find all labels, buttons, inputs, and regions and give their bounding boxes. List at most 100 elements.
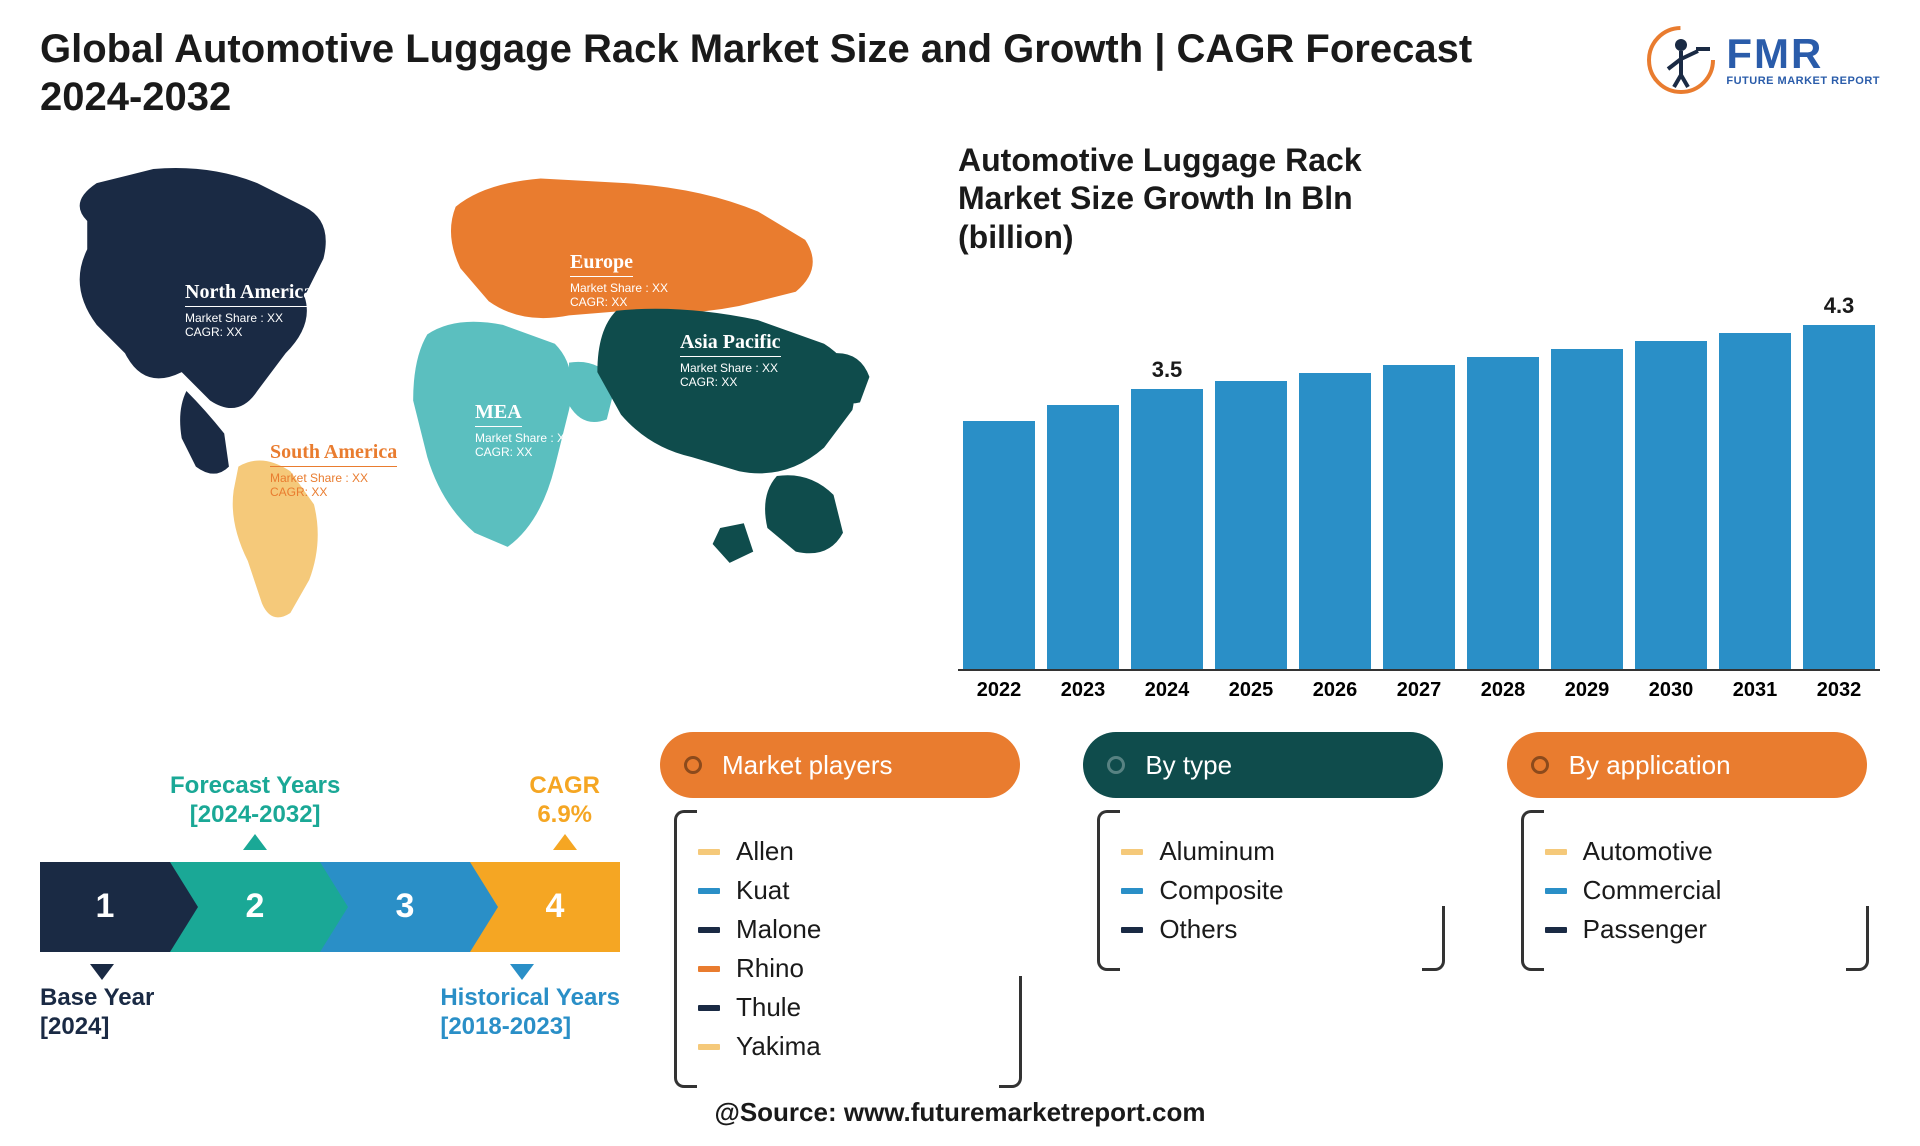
region-label-mea: MEAMarket Share : XXCAGR: XX xyxy=(475,401,573,459)
bar-xlabel: 2025 xyxy=(1215,679,1287,702)
list-item: Commercial xyxy=(1545,875,1851,906)
arrow-up-icon xyxy=(243,834,267,850)
bottom-row: Forecast Years [2024-2032] CAGR 6.9% 1 2… xyxy=(40,732,1880,1082)
list-item-label: Malone xyxy=(736,914,821,945)
bar-xlabel: 2024 xyxy=(1131,679,1203,702)
bullet-icon xyxy=(698,927,720,933)
list-item-label: Allen xyxy=(736,836,794,867)
historical-label: Historical Years [2018-2023] xyxy=(440,960,620,1042)
top-row: North AmericaMarket Share : XXCAGR: XX So… xyxy=(40,141,1880,702)
cagr-label: CAGR 6.9% xyxy=(529,772,600,854)
bullet-icon xyxy=(1121,849,1143,855)
bar-2022 xyxy=(963,391,1035,669)
bracket-list: Aluminum Composite Others xyxy=(1091,816,1451,965)
fmr-logo-icon xyxy=(1646,25,1716,95)
pill-dot-icon xyxy=(1531,756,1549,774)
region-label-south-america: South AmericaMarket Share : XXCAGR: XX xyxy=(270,441,397,499)
bullet-icon xyxy=(698,966,720,972)
timeline-strip: 1 2 3 4 xyxy=(40,862,620,952)
chart-title: Automotive Luggage Rack Market Size Grow… xyxy=(958,141,1458,256)
bullet-icon xyxy=(1545,849,1567,855)
info-column-2: By applicationAutomotiveCommercialPassen… xyxy=(1507,732,1880,1082)
region-label-north-america: North AmericaMarket Share : XXCAGR: XX xyxy=(185,281,313,339)
pill-title: By application xyxy=(1569,750,1731,781)
arrow-up-icon xyxy=(553,834,577,850)
bullet-icon xyxy=(698,1044,720,1050)
logo-text: FMR FUTURE MARKET REPORT xyxy=(1726,33,1880,87)
bar-2029 xyxy=(1551,319,1623,669)
bullet-icon xyxy=(698,888,720,894)
bar-2031 xyxy=(1719,303,1791,669)
source-footer: @Source: www.futuremarketreport.com xyxy=(0,1097,1920,1128)
bar-xlabel: 2023 xyxy=(1047,679,1119,702)
bar-rect xyxy=(963,421,1035,669)
list-item-label: Automotive xyxy=(1583,836,1713,867)
list-item-label: Yakima xyxy=(736,1031,821,1062)
list-item-label: Thule xyxy=(736,992,801,1023)
bullet-icon xyxy=(698,1005,720,1011)
historical-range: [2018-2023] xyxy=(440,1013,571,1040)
arrow-down-icon xyxy=(90,964,114,980)
cagr-value: 6.9% xyxy=(537,801,592,828)
list-item: Thule xyxy=(698,992,1004,1023)
bar-2032: 4.3 xyxy=(1803,293,1875,669)
list-item: Automotive xyxy=(1545,836,1851,867)
list-item: Others xyxy=(1121,914,1427,945)
bar-2027 xyxy=(1383,335,1455,669)
logo: FMR FUTURE MARKET REPORT xyxy=(1646,25,1880,95)
list-item-label: Composite xyxy=(1159,875,1283,906)
bar-chart: 3.5 4.3 xyxy=(958,271,1880,671)
list-item-label: Aluminum xyxy=(1159,836,1275,867)
bar-rect xyxy=(1467,357,1539,669)
header: Global Automotive Luggage Rack Market Si… xyxy=(40,25,1880,121)
list-item: Aluminum xyxy=(1121,836,1427,867)
logo-sub-text: FUTURE MARKET REPORT xyxy=(1726,75,1880,87)
bar-rect xyxy=(1047,405,1119,669)
list-item-label: Rhino xyxy=(736,953,804,984)
region-label-asia-pacific: Asia PacificMarket Share : XXCAGR: XX xyxy=(680,331,781,389)
info-column-1: By type Aluminum Composite Others xyxy=(1083,732,1456,1082)
bar-rect xyxy=(1383,365,1455,669)
cagr-label-text: CAGR xyxy=(529,772,600,799)
list-item: Kuat xyxy=(698,875,1004,906)
bullet-icon xyxy=(698,849,720,855)
list-item: Composite xyxy=(1121,875,1427,906)
bullet-icon xyxy=(1545,888,1567,894)
base-year-text: Base Year xyxy=(40,984,154,1011)
pill-dot-icon xyxy=(684,756,702,774)
bar-value-label: 3.5 xyxy=(1152,357,1183,383)
forecast-range: [2024-2032] xyxy=(190,801,321,828)
base-year-label: Base Year [2024] xyxy=(40,960,154,1042)
pill-header: By type xyxy=(1083,732,1443,798)
bullet-icon xyxy=(1545,927,1567,933)
bar-rect xyxy=(1803,325,1875,669)
bar-xlabel: 2026 xyxy=(1299,679,1371,702)
list-item: Yakima xyxy=(698,1031,1004,1062)
logo-fmr-text: FMR xyxy=(1726,33,1880,75)
bar-xlabel: 2027 xyxy=(1383,679,1455,702)
page-title: Global Automotive Luggage Rack Market Si… xyxy=(40,25,1540,121)
list-item: Allen xyxy=(698,836,1004,867)
list-item-label: Others xyxy=(1159,914,1237,945)
bar-2028 xyxy=(1467,327,1539,669)
bar-rect xyxy=(1131,389,1203,669)
world-map: North AmericaMarket Share : XXCAGR: XX So… xyxy=(40,141,928,641)
forecast-label: Forecast Years [2024-2032] xyxy=(170,772,340,854)
bar-value-label: 4.3 xyxy=(1824,293,1855,319)
bar-chart-section: Automotive Luggage Rack Market Size Grow… xyxy=(958,141,1880,702)
pill-title: By type xyxy=(1145,750,1232,781)
map-svg xyxy=(40,141,928,641)
bullet-icon xyxy=(1121,927,1143,933)
bracket-list: AutomotiveCommercialPassenger xyxy=(1515,816,1875,965)
pill-title: Market players xyxy=(722,750,893,781)
bar-2025 xyxy=(1215,351,1287,669)
info-column-0: Market players Allen Kuat Malone Rhino Thule Y… xyxy=(660,732,1033,1082)
bar-rect xyxy=(1215,381,1287,669)
timeline: Forecast Years [2024-2032] CAGR 6.9% 1 2… xyxy=(40,772,620,1041)
bar-2026 xyxy=(1299,343,1371,669)
arrow-down-icon xyxy=(510,964,534,980)
bar-rect xyxy=(1299,373,1371,669)
bar-xlabel: 2030 xyxy=(1635,679,1707,702)
bracket-list: Allen Kuat Malone Rhino Thule Yakima xyxy=(668,816,1028,1082)
bar-xlabel: 2032 xyxy=(1803,679,1875,702)
